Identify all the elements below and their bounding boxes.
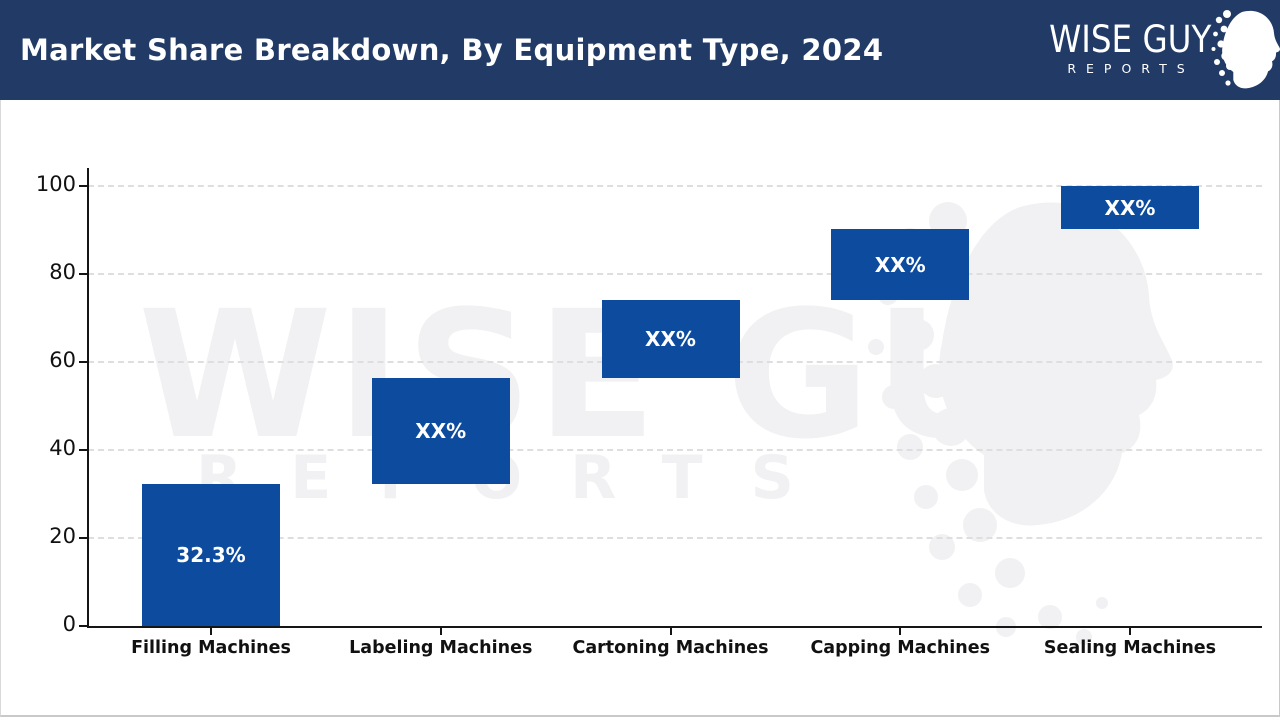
y-tick-mark — [79, 449, 87, 451]
y-tick-mark — [79, 273, 87, 275]
bar-value-label: XX% — [645, 326, 696, 351]
bar-filling-machines: 32.3% — [142, 483, 280, 626]
logo-wordmark: WISE GUY — [1049, 18, 1212, 61]
bar-cartoning-machines: XX% — [601, 299, 740, 378]
y-tick-label: 20 — [49, 524, 76, 548]
gridline-40 — [88, 449, 1262, 451]
y-axis — [87, 168, 89, 628]
y-tick-label: 40 — [49, 436, 76, 460]
gridline-100 — [88, 185, 1262, 187]
wiseguy-logo: WISE GUY REPORTS — [1038, 0, 1280, 100]
x-tick-mark — [899, 628, 902, 635]
bar-sealing-machines: XX% — [1061, 186, 1199, 230]
y-tick-label: 80 — [49, 260, 76, 284]
y-tick-mark — [79, 361, 87, 363]
x-tick-mark — [210, 628, 212, 635]
logo-text: WISE GUY REPORTS — [1038, 21, 1218, 76]
y-tick-mark — [79, 185, 87, 187]
y-tick-label: 0 — [62, 612, 76, 636]
x-tick-label-cartoning-machines: Cartoning Machines — [572, 638, 769, 658]
gridline-20 — [88, 537, 1262, 539]
x-axis — [87, 626, 1262, 628]
bar-value-label: XX% — [415, 418, 467, 443]
y-tick-label: 100 — [35, 172, 76, 196]
bar-value-label: XX% — [1104, 195, 1156, 220]
bar-value-label: 32.3% — [176, 542, 246, 567]
logo-subtitle: REPORTS — [1067, 61, 1195, 76]
x-tick-mark — [1129, 628, 1131, 635]
gridline-80 — [88, 273, 1262, 275]
y-tick-label: 60 — [49, 348, 76, 372]
x-tick-mark — [669, 628, 672, 635]
page-title: Market Share Breakdown, By Equipment Typ… — [20, 33, 884, 67]
bar-labeling-machines: XX% — [371, 377, 510, 484]
x-tick-label-labeling-machines: Labeling Machines — [349, 638, 533, 658]
bar-capping-machines: XX% — [831, 229, 970, 300]
x-tick-label-sealing-machines: Sealing Machines — [1043, 638, 1217, 658]
x-tick-label-filling-machines: Filling Machines — [131, 638, 291, 658]
x-tick-label-capping-machines: Capping Machines — [810, 638, 991, 658]
logo-head-icon — [1211, 10, 1280, 89]
header-band: Market Share Breakdown, By Equipment Typ… — [0, 0, 1280, 100]
y-tick-mark — [79, 625, 87, 627]
x-tick-mark — [439, 628, 442, 635]
bar-value-label: XX% — [874, 252, 926, 277]
y-tick-mark — [79, 537, 87, 539]
